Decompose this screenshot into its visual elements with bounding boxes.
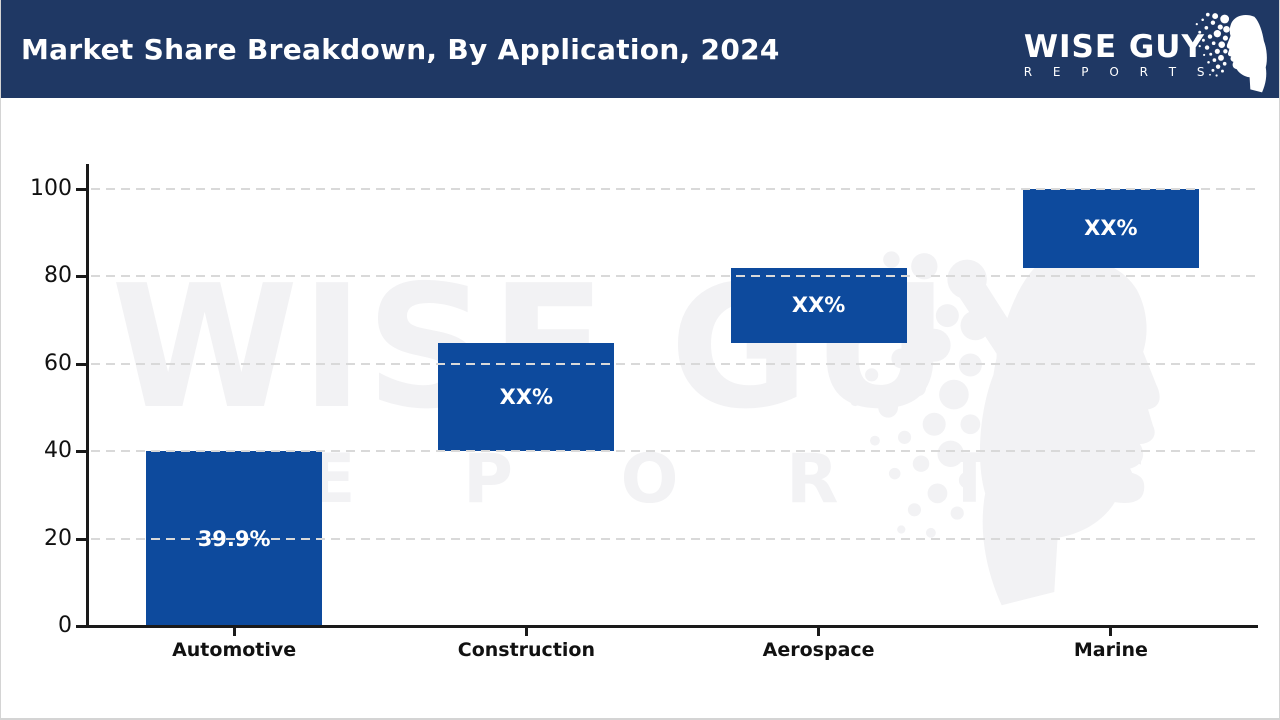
y-axis: [86, 164, 89, 628]
chart-area: WISE GUY R E P O R T S 0 20 40 60 80 100 39.9%…: [1, 98, 1279, 718]
x-tick: [232, 628, 236, 636]
y-tick: [76, 537, 86, 541]
y-tick: [76, 362, 86, 366]
x-tick: [1109, 628, 1113, 636]
bar-value-label: XX%: [791, 293, 846, 318]
y-tick-label: 0: [58, 613, 72, 638]
dotted-head-icon: [1195, 12, 1267, 93]
x-tick: [817, 628, 821, 636]
y-tick-label: 100: [30, 175, 72, 201]
gridline: [91, 187, 1257, 190]
header: Market Share Breakdown, By Application, …: [1, 0, 1279, 98]
y-tick-label: 80: [44, 263, 72, 288]
y-tick: [76, 625, 86, 628]
logo-subtext: R E P O R T S: [1023, 64, 1213, 79]
logo-wordmark: WISE GUY: [1023, 28, 1205, 65]
x-tick: [524, 628, 528, 636]
bar-value-label: 39.9%: [197, 526, 271, 551]
bar: [1022, 188, 1199, 268]
bar-value-label: XX%: [1084, 216, 1138, 241]
x-axis: [86, 625, 1258, 628]
y-tick-label: 60: [44, 350, 72, 376]
y-tick: [76, 187, 86, 191]
bar: [730, 267, 907, 343]
y-tick: [76, 275, 86, 278]
y-tick-label: 40: [44, 438, 72, 463]
chart-title: Market Share Breakdown, By Application, …: [21, 32, 780, 66]
bar: [438, 342, 615, 452]
gridline: [91, 275, 1257, 277]
logo-text: WISE GUY R E P O R T S: [1024, 30, 1205, 79]
bar-value-label: XX%: [499, 384, 554, 409]
gridline: [91, 537, 1257, 540]
wise-guy-logo: WISE GUY R E P O R T S: [1024, 8, 1273, 96]
y-tick-label: 20: [44, 525, 72, 551]
gridline: [91, 450, 1257, 452]
x-tick-label: Marine: [1073, 639, 1148, 661]
y-tick: [76, 450, 86, 453]
x-tick-label: Automotive: [172, 639, 297, 661]
x-tick-label: Aerospace: [762, 639, 875, 661]
x-tick-label: Construction: [457, 639, 595, 661]
gridline: [91, 362, 1257, 365]
